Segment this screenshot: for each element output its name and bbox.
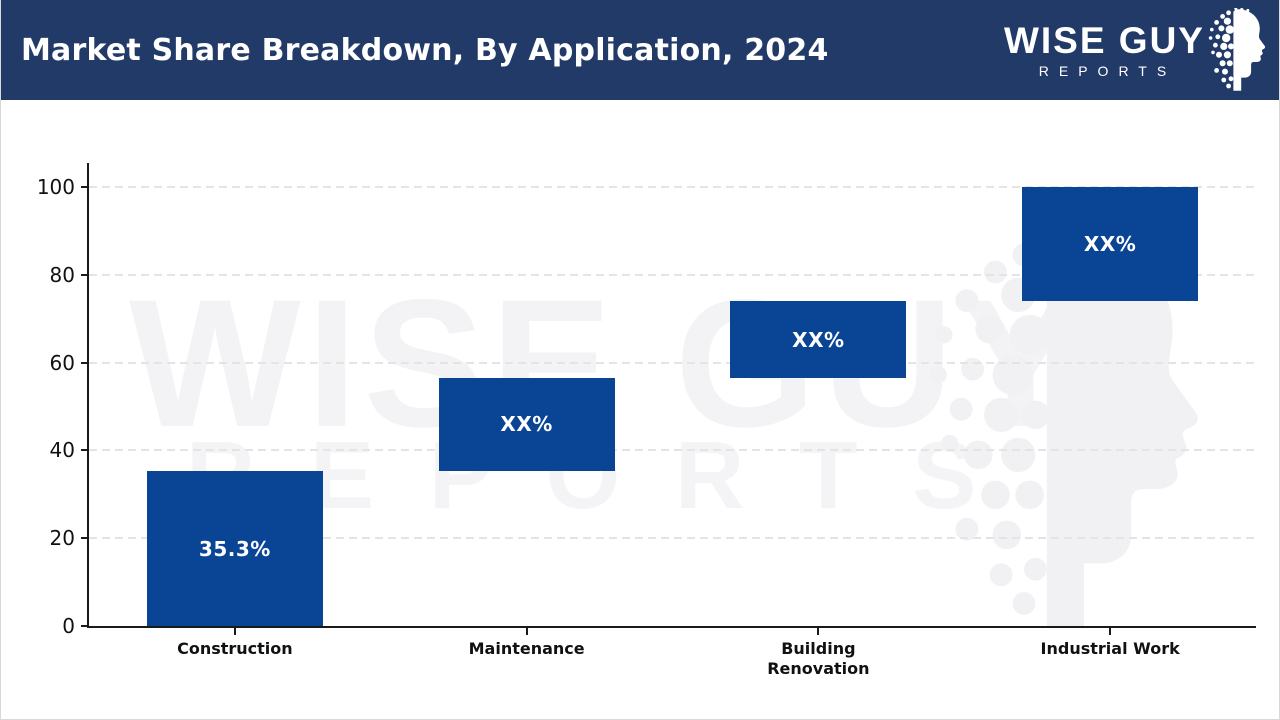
bar-label-maintenance: XX% — [500, 412, 553, 437]
y-gridline-60 — [89, 361, 1256, 364]
header: Market Share Breakdown, By Application, … — [1, 0, 1279, 100]
y-gridline-40 — [89, 449, 1256, 452]
bar-construction — [146, 471, 323, 626]
x-tick-label-industrial-work: Industrial Work — [1040, 639, 1180, 658]
y-tick-label-100: 100 — [36, 175, 75, 199]
y-gridline-20 — [89, 537, 1256, 540]
y-tick-mark-100 — [81, 186, 89, 188]
x-tick-mark-industrial-work — [1109, 628, 1112, 635]
y-tick-mark-40 — [81, 449, 89, 452]
bar-label-industrial-work: XX% — [1083, 232, 1137, 257]
bar-label-construction: 35.3% — [198, 536, 271, 561]
y-axis-line — [87, 163, 89, 628]
page-title: Market Share Breakdown, By Application, … — [21, 32, 829, 68]
logo-subtext: REPORTS — [1038, 62, 1177, 79]
x-axis-line — [87, 626, 1256, 628]
bar-maintenance — [438, 377, 615, 472]
y-tick-mark-60 — [81, 361, 89, 364]
logo-wordmark: WISE GUY — [1003, 19, 1205, 61]
bar-building-renovation — [730, 301, 907, 378]
y-tick-mark-20 — [81, 537, 89, 540]
y-gridline-80 — [89, 273, 1256, 276]
x-tick-label-construction: Construction — [177, 639, 293, 658]
y-gridline-100 — [89, 186, 1256, 188]
x-tick-mark-maintenance — [525, 628, 528, 635]
y-tick-mark-0 — [81, 625, 89, 627]
brand-logo: WISE GUY REPORTS — [1004, 8, 1267, 92]
y-tick-label-20: 20 — [49, 526, 75, 551]
y-tick-label-60: 60 — [49, 350, 75, 375]
logo-head-icon — [1208, 8, 1266, 91]
y-tick-label-80: 80 — [49, 262, 75, 287]
x-tick-label-maintenance: Maintenance — [468, 639, 585, 658]
bar-label-building-renovation: XX% — [792, 327, 845, 352]
x-tick-mark-building-renovation — [817, 628, 820, 635]
y-tick-label-0: 0 — [62, 614, 75, 638]
logo-text: WISE GUY REPORTS — [1004, 22, 1205, 79]
y-tick-label-40: 40 — [49, 438, 75, 463]
x-tick-label-building-renovation: Building Renovation — [767, 639, 870, 678]
y-tick-mark-80 — [81, 273, 89, 276]
x-tick-mark-construction — [233, 628, 236, 635]
